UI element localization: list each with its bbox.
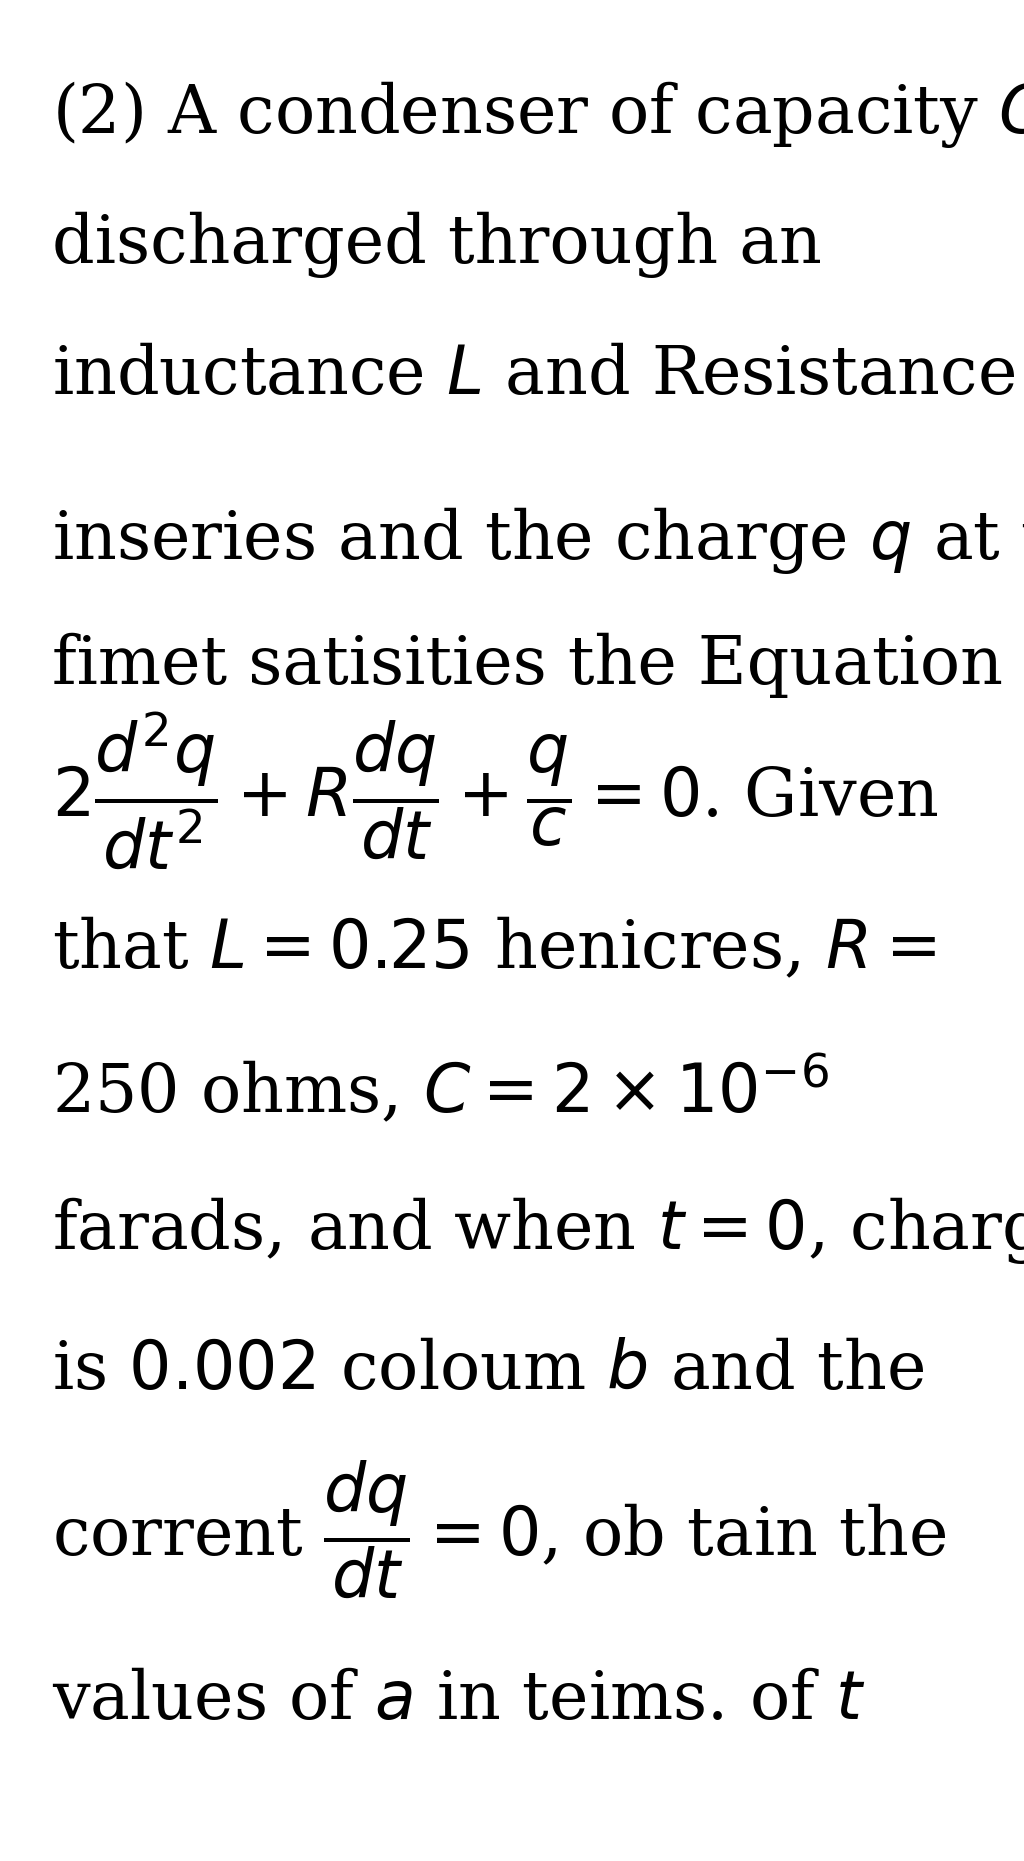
Text: that $L = 0.25$ henicres, $R =$: that $L = 0.25$ henicres, $R =$ [52, 917, 936, 983]
Text: inseries and the charge $q$ at the: inseries and the charge $q$ at the [52, 504, 1024, 575]
Text: corrent $\dfrac{dq}{dt} = 0$, ob tain the: corrent $\dfrac{dq}{dt} = 0$, ob tain th… [52, 1459, 946, 1600]
Text: (2) A condenser of capacity $C$: (2) A condenser of capacity $C$ [52, 80, 1024, 151]
Text: farads, and when $t = 0$, charge 9: farads, and when $t = 0$, charge 9 [52, 1195, 1024, 1265]
Text: is $0.002$ coloum $b$ and the: is $0.002$ coloum $b$ and the [52, 1338, 925, 1403]
Text: inductance $L$ and Resistance $R$: inductance $L$ and Resistance $R$ [52, 342, 1024, 408]
Text: $2\dfrac{d^2q}{dt^2} + R\dfrac{dq}{dt} + \dfrac{q}{c} = 0$. Given: $2\dfrac{d^2q}{dt^2} + R\dfrac{dq}{dt} +… [52, 709, 938, 871]
Text: fimet satisities the Equation: fimet satisities the Equation [52, 633, 1002, 698]
Text: 250 ohms, $C = 2 \times 10^{-6}$: 250 ohms, $C = 2 \times 10^{-6}$ [52, 1053, 828, 1128]
Text: discharged through an: discharged through an [52, 212, 822, 277]
Text: values of $a$ in teims. of $t$: values of $a$ in teims. of $t$ [52, 1667, 865, 1733]
